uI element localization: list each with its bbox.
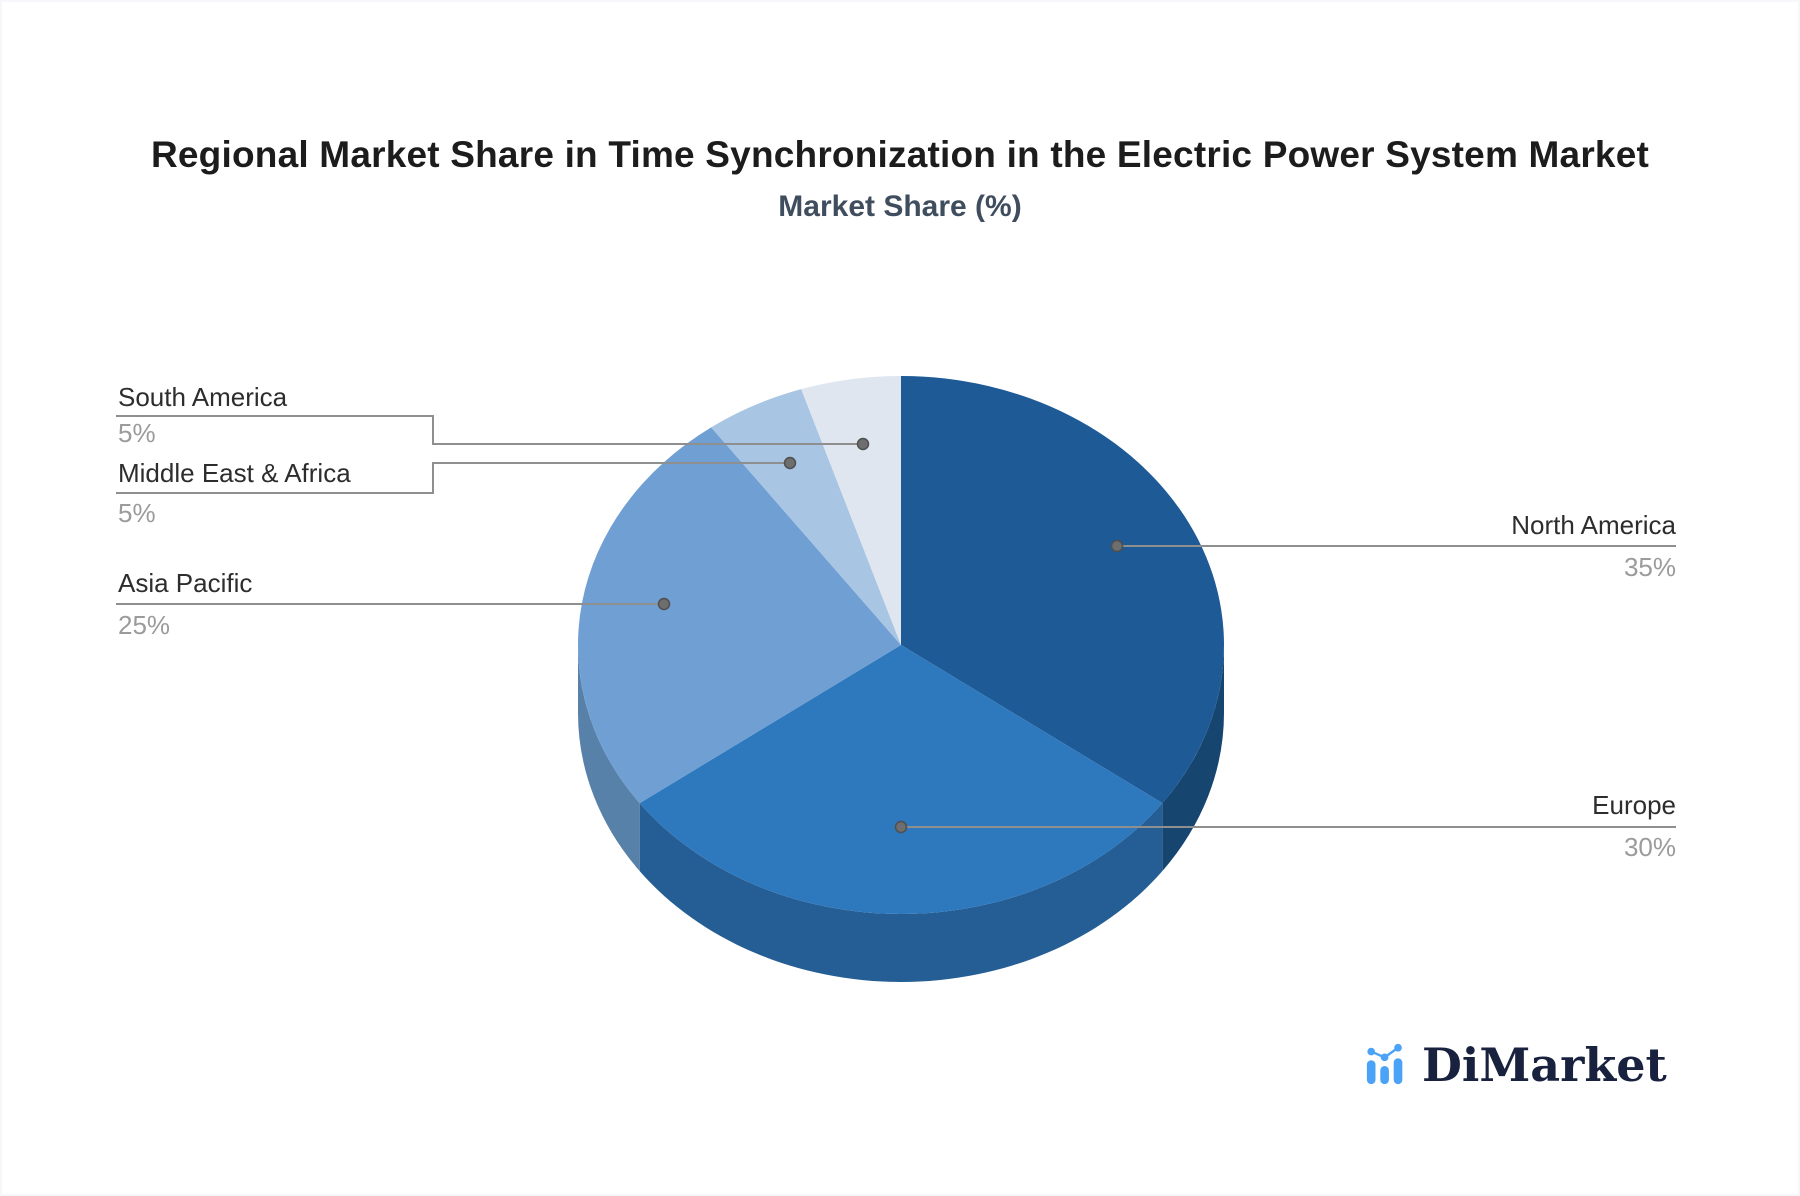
pie-slice-middle-east-africa[interactable] [711,389,901,645]
pie-slice-europe[interactable] [639,645,1163,914]
callout-value-asia-pacific: 25% [118,610,171,640]
callout-label-north-america: North America [1511,510,1676,540]
dimarket-logo: DiMarket [1364,1040,1667,1088]
leader-dot-asia-pacific [657,597,671,611]
bar-line-chart-icon [1366,1043,1403,1085]
leader-dot-north-america [1110,539,1124,553]
callout-label-asia-pacific: Asia Pacific [118,568,253,598]
pie-slice-asia-pacific[interactable] [578,427,901,804]
callout-label-middle-east-africa: Middle East & Africa [118,458,351,488]
callout-label-europe: Europe [1592,790,1676,820]
chart-subtitle: Market Share (%) [778,190,1022,223]
pie-slice-side-asia-pacific [578,645,640,872]
pie-slice-side-north-america [1162,645,1224,872]
pie-slice-north-america[interactable] [901,376,1224,804]
leader-line-south-america [116,415,863,445]
callout-value-middle-east-africa: 5% [118,498,156,528]
callout-value-south-america: 5% [118,418,156,448]
logo-text: DiMarket [1422,1038,1667,1092]
callout-value-north-america: 35% [1623,552,1676,582]
callout-value-europe: 30% [1623,832,1676,862]
callout-label-south-america: South America [118,382,288,412]
leader-dot-south-america [856,437,870,451]
pie-slice-side-europe [639,803,1163,982]
chart-title: Regional Market Share in Time Synchroniz… [150,134,1649,175]
leader-line-middle-east-africa [116,462,790,494]
leader-dot-europe [894,820,908,834]
leader-dot-middle-east-africa [783,456,797,470]
